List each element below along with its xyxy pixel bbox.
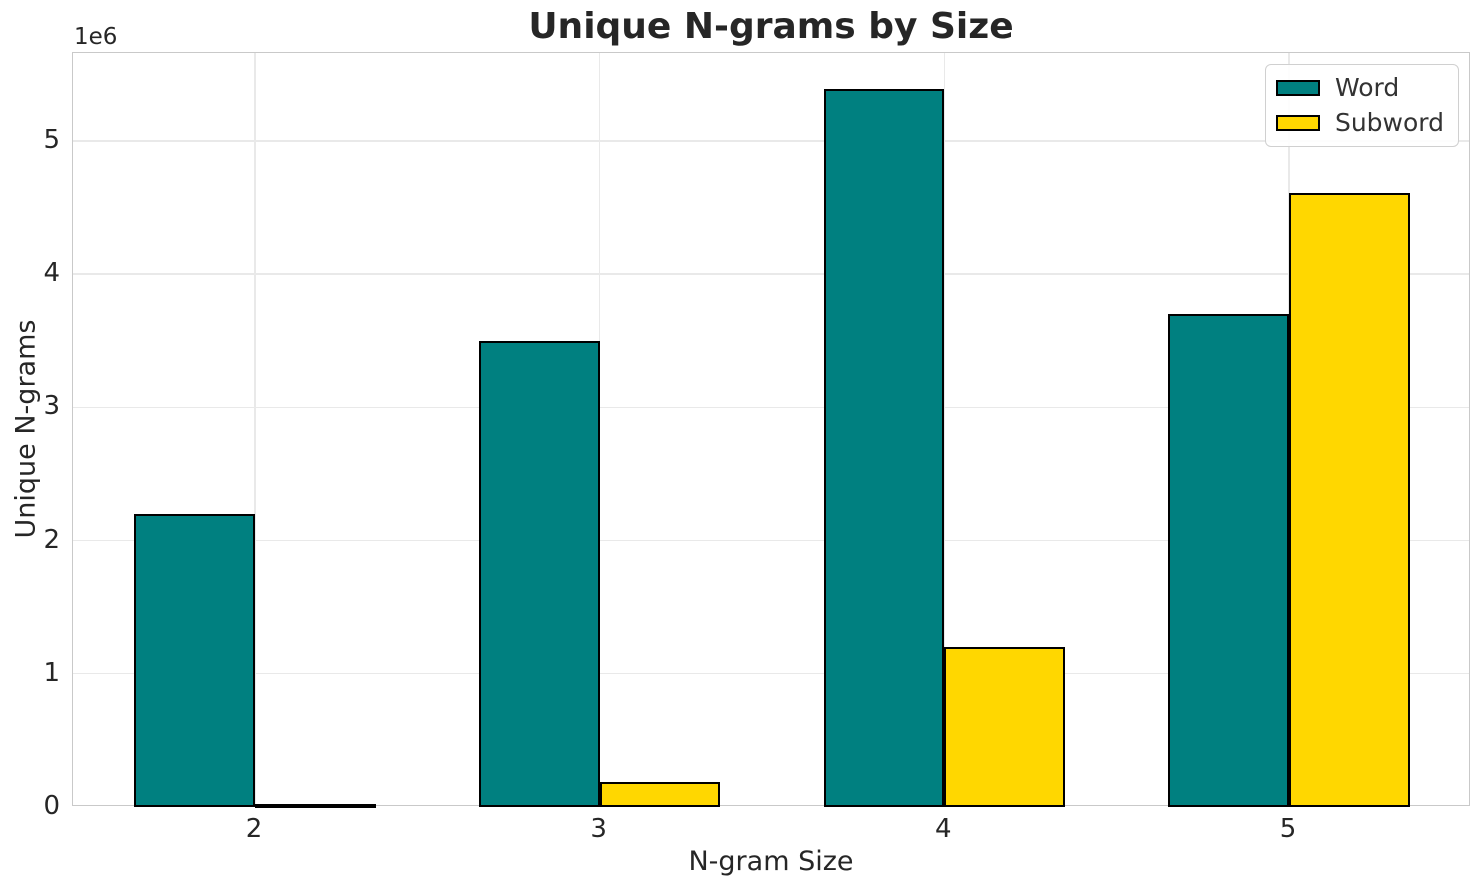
legend-label-subword: Subword [1334, 108, 1444, 137]
legend-item-word: Word [1275, 73, 1444, 102]
bar-word-3 [479, 340, 600, 807]
y-tick-label-5: 5 [43, 124, 60, 155]
bar-subword-2 [254, 803, 376, 808]
bar-word-2 [134, 513, 255, 807]
y-gridline-3 [73, 406, 1469, 409]
bar-word-4 [823, 88, 945, 807]
legend-label-word: Word [1334, 73, 1400, 102]
y-gridline-4 [73, 273, 1469, 275]
x-tick-label-4: 4 [935, 814, 952, 844]
x-gridline-3 [598, 53, 601, 805]
y-gridline-5 [73, 140, 1469, 142]
x-tick-label-3: 3 [590, 814, 607, 844]
legend: Word Subword [1264, 64, 1459, 147]
y-tick-label-4: 4 [43, 258, 60, 289]
legend-item-subword: Subword [1275, 108, 1444, 137]
x-tick-label-2: 2 [245, 814, 263, 844]
y-gridline-2 [73, 539, 1469, 542]
y-axis-label: Unique N-grams [10, 319, 42, 539]
bar-subword-3 [599, 782, 721, 807]
plot-area: Word Subword [72, 52, 1470, 808]
legend-swatch-subword [1275, 115, 1320, 131]
x-gridline-4 [943, 53, 946, 805]
y-tick-label-3: 3 [43, 391, 60, 422]
y-axis-offset-label: 1e6 [74, 24, 118, 50]
y-tick-label-1: 1 [43, 657, 60, 688]
y-gridline-1 [73, 673, 1469, 675]
x-gridline-2 [254, 53, 256, 805]
chart-title: Unique N-grams by Size [528, 6, 1014, 47]
y-tick-label-0: 0 [43, 791, 60, 821]
y-tick-label-2: 2 [43, 524, 60, 555]
bar-word-5 [1168, 314, 1289, 807]
x-axis-label: N-gram Size [688, 846, 854, 877]
x-tick-label-5: 5 [1279, 814, 1297, 844]
legend-swatch-word [1275, 80, 1320, 96]
bar-subword-4 [944, 647, 1065, 807]
bar-subword-5 [1289, 192, 1410, 807]
